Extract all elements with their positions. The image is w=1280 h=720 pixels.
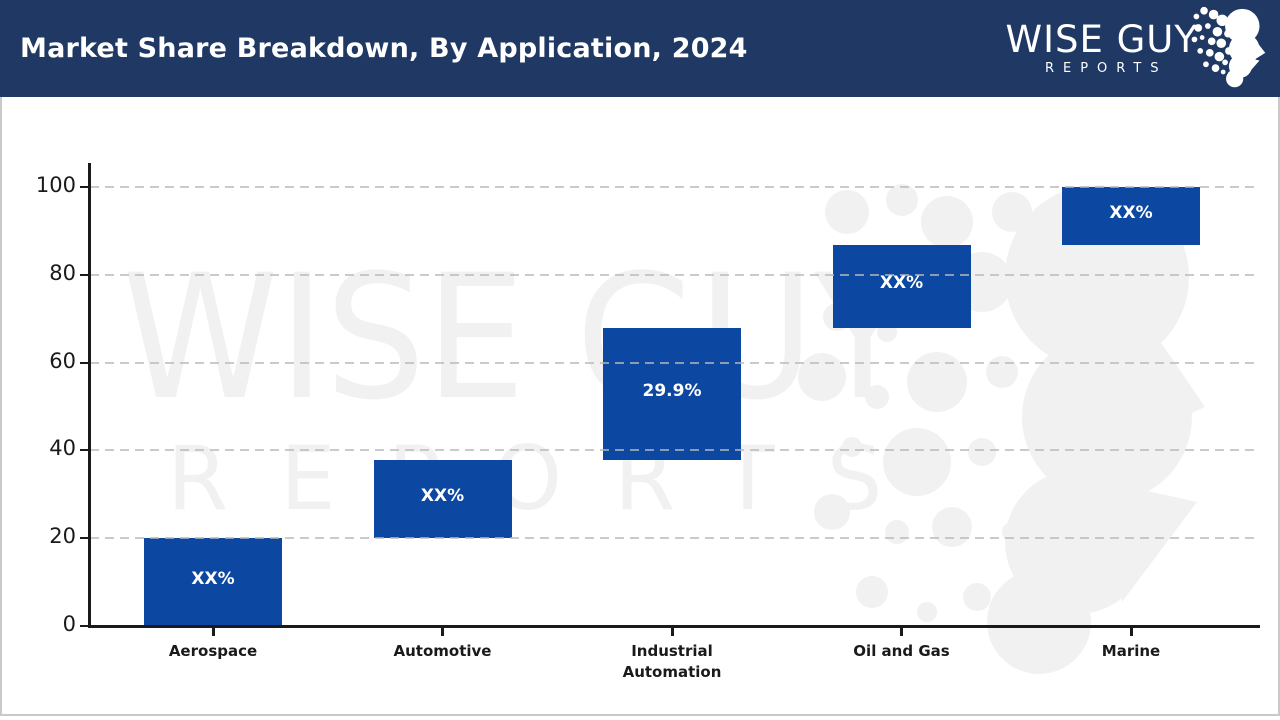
bar-aerospace (144, 538, 282, 626)
y-tick (80, 273, 90, 276)
logo-subtitle: REPORTS (1044, 61, 1168, 77)
gridline-60 (90, 361, 1260, 364)
bar-marine (1062, 187, 1200, 245)
x-tick (670, 627, 674, 636)
x-tick-label: Aerospace (168, 642, 258, 660)
y-tick (80, 186, 90, 188)
y-tick (80, 449, 90, 452)
chart-area: WISE GUY REPORTS XX% XX% 29.9% XX% XX% 0 20 40 6… (0, 97, 1280, 716)
gridline-20 (90, 537, 1260, 540)
y-tick (80, 625, 90, 627)
logo-wordmark: WISE GUY (1005, 17, 1198, 61)
bar-value-label: XX% (879, 273, 924, 294)
x-tick-label: Oil and Gas (853, 642, 950, 660)
y-tick (80, 361, 90, 364)
bar-oil-and-gas (832, 244, 971, 328)
watermark-text: WISE GUY (122, 237, 911, 438)
x-tick-label: Marine (1101, 642, 1161, 660)
x-tick (900, 627, 903, 636)
wise-guy-logo: WISE GUY REPORTS (1006, 2, 1270, 95)
gridline-100 (90, 186, 1260, 188)
page-title: Market Share Breakdown, By Application, … (20, 33, 748, 64)
y-tick-label: 0 (62, 612, 76, 636)
y-tick-label: 20 (49, 524, 76, 549)
y-tick (80, 537, 90, 540)
logo-head-profile-icon (1191, 6, 1266, 87)
x-tick (441, 627, 444, 636)
y-tick-label: 80 (49, 260, 76, 285)
bar-value-label: XX% (420, 486, 465, 507)
header-bar: Market Share Breakdown, By Application, … (0, 0, 1280, 97)
bar-value-label: XX% (191, 569, 235, 590)
bar-value-label: XX% (1109, 202, 1153, 223)
watermark-subtext: REPORTS (167, 427, 935, 530)
bar-value-label: 29.9% (642, 380, 702, 401)
y-tick-label: 60 (49, 348, 76, 373)
y-axis-line (88, 163, 91, 628)
y-tick-label: 40 (49, 436, 76, 461)
x-axis-line (88, 625, 1260, 628)
x-tick (1129, 627, 1133, 636)
x-tick-label: Industrial Automation (622, 642, 722, 681)
x-tick (211, 627, 215, 636)
logo-text: WISE GUY REPORTS (1005, 17, 1198, 77)
bar-industrial-automation (603, 327, 741, 461)
y-tick-label: 100 (35, 173, 76, 197)
gridline-40 (90, 449, 1260, 452)
x-tick-label: Automotive (393, 642, 492, 660)
bar-automotive (373, 460, 512, 539)
gridline-80 (90, 273, 1260, 276)
